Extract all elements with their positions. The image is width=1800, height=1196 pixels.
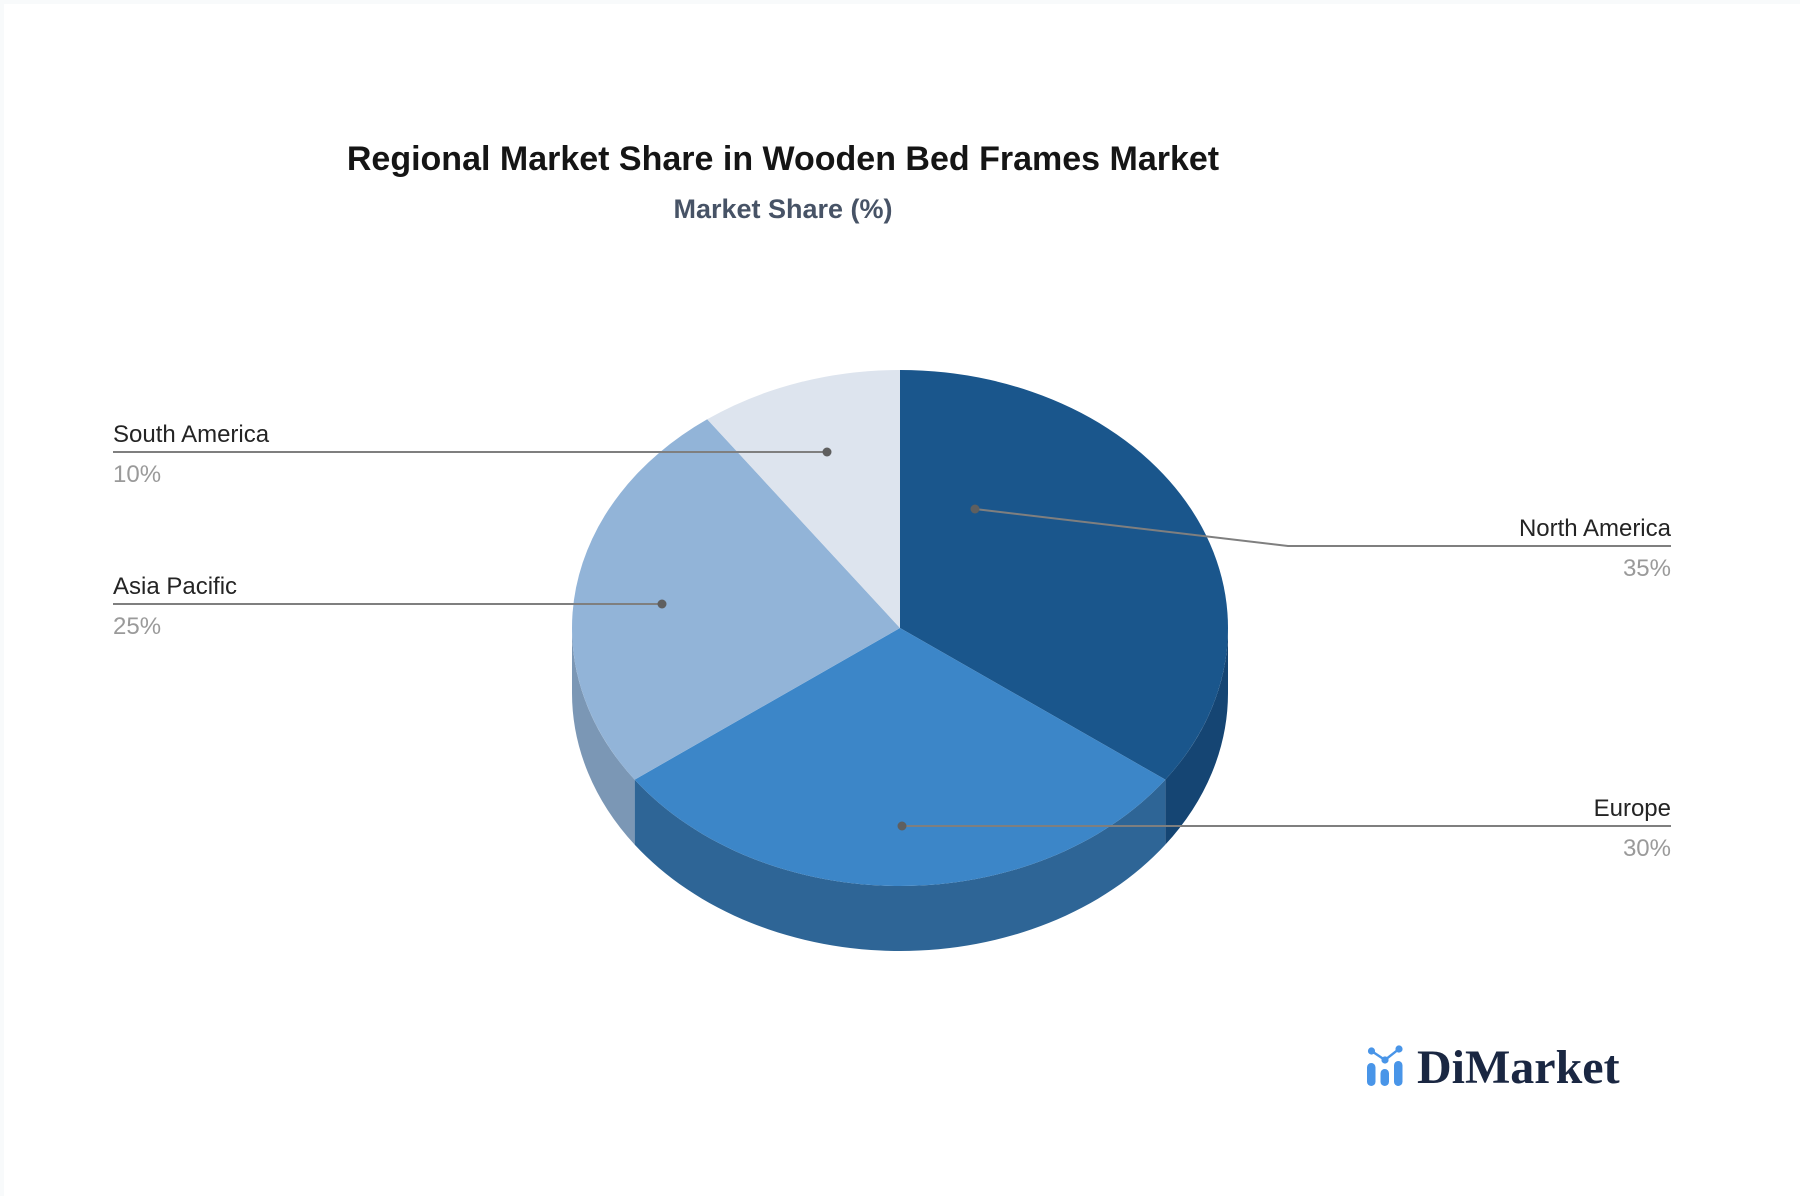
logo-wordmark: DiMarket bbox=[1417, 1041, 1620, 1094]
callout-europe: Europe 30% bbox=[897, 795, 1671, 862]
slice-label-asia-pacific: Asia Pacific bbox=[113, 573, 237, 600]
logo-dot-icon bbox=[1367, 1047, 1376, 1055]
logo-dot-icon bbox=[1395, 1045, 1403, 1053]
slice-label-south-america: South America bbox=[113, 421, 270, 448]
callout-north-america: North America 35% bbox=[970, 504, 1672, 582]
pie-slices bbox=[572, 370, 1228, 886]
leader-dot-europe bbox=[897, 821, 907, 831]
leader-dot-asia-pacific bbox=[657, 599, 667, 609]
logo-bar-icon bbox=[1394, 1061, 1403, 1086]
slice-label-north-america: North America bbox=[1519, 515, 1672, 542]
leader-line-north-america bbox=[974, 508, 1671, 547]
pie-slice-south-america[interactable] bbox=[707, 370, 900, 628]
slice-label-europe: Europe bbox=[1594, 795, 1671, 822]
logo-dot-icon bbox=[1381, 1056, 1389, 1064]
pie-slice-side-europe bbox=[634, 779, 1166, 951]
slice-value-europe: 30% bbox=[1623, 835, 1671, 862]
callout-south-america: South America 10% bbox=[113, 421, 832, 488]
logo-bar-icon bbox=[1380, 1069, 1389, 1086]
chart-subtitle: Market Share (%) bbox=[673, 194, 892, 224]
slice-value-north-america: 35% bbox=[1623, 555, 1671, 582]
chart-title: Regional Market Share in Wooden Bed Fram… bbox=[347, 140, 1219, 178]
pie-slice-side-asia-pacific bbox=[572, 628, 635, 845]
dimarket-logo-icon bbox=[1367, 1045, 1403, 1086]
pie-3d-sides bbox=[572, 628, 1228, 951]
pie-slice-side-north-america bbox=[1165, 628, 1228, 845]
pie-slice-north-america[interactable] bbox=[900, 370, 1228, 780]
callout-asia-pacific: Asia Pacific 25% bbox=[113, 573, 667, 640]
dimarket-logo: DiMarket bbox=[1367, 1041, 1620, 1094]
callouts: South America 10% Asia Pacific 25% North… bbox=[113, 421, 1672, 862]
pie-slice-asia-pacific[interactable] bbox=[572, 419, 900, 780]
leader-dot-north-america bbox=[970, 504, 980, 514]
pie-slice-europe[interactable] bbox=[634, 628, 1166, 886]
leader-dot-south-america bbox=[822, 447, 832, 457]
logo-bar-icon bbox=[1367, 1063, 1376, 1086]
slice-value-south-america: 10% bbox=[113, 461, 161, 488]
slice-value-asia-pacific: 25% bbox=[113, 613, 161, 640]
